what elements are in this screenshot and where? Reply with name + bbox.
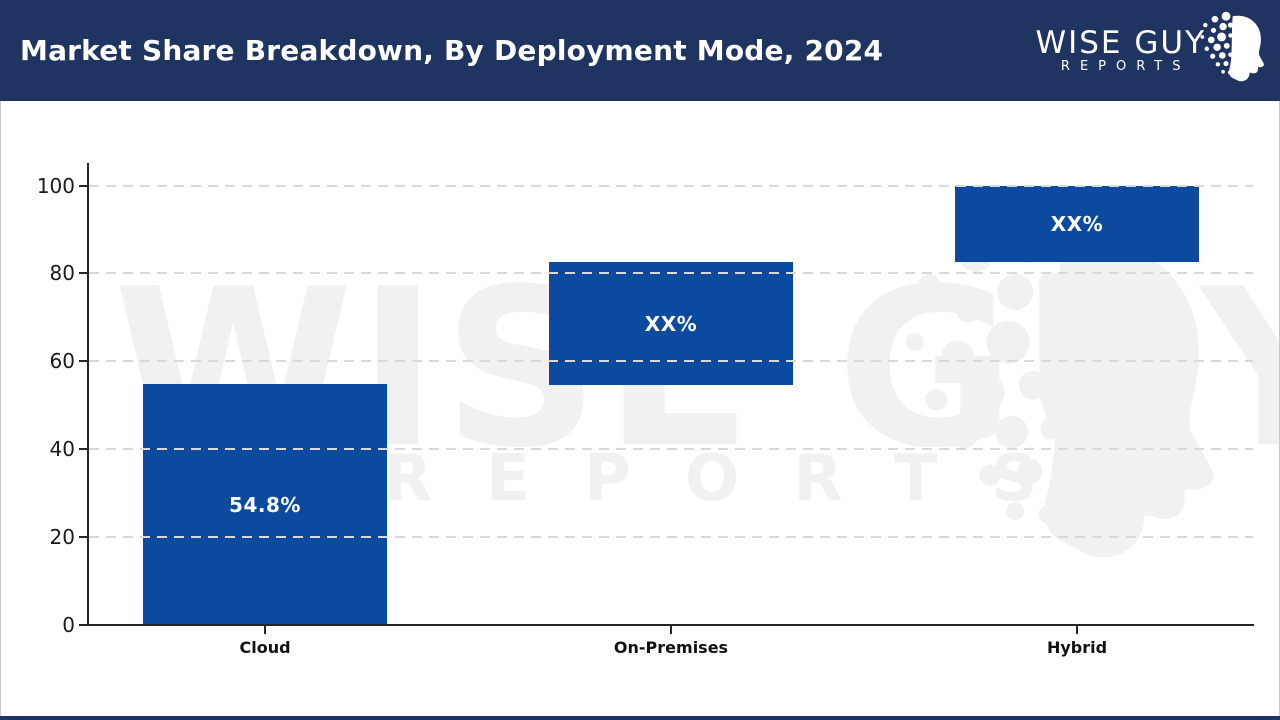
- y-tick-mark-80: [79, 272, 87, 274]
- x-category-label-hybrid: Hybrid: [1046, 638, 1108, 657]
- dotted-head-icon: [1200, 11, 1264, 81]
- logo-wordmark: WISE GUY: [1035, 25, 1206, 62]
- header: Market Share Breakdown, By Deployment Mo…: [0, 0, 1280, 101]
- bar-on-premises: XX%: [549, 262, 793, 385]
- y-tick-mark-40: [79, 448, 87, 450]
- y-tick-mark-100: [79, 185, 87, 187]
- y-tick-label-80: 80: [49, 261, 75, 285]
- gridline-40: [89, 448, 1253, 450]
- bar-value-label: XX%: [644, 311, 698, 336]
- bar-value-label: 54.8%: [229, 492, 301, 517]
- x-category-label-cloud: Cloud: [239, 638, 291, 657]
- gridline-80: [89, 272, 1253, 274]
- logo-subtitle: REPORTS: [1060, 58, 1191, 74]
- x-category-label-on-premises: On-Premises: [613, 638, 729, 657]
- y-tick-mark-20: [79, 536, 87, 538]
- bar-value-label: XX%: [1050, 212, 1104, 236]
- x-tick-mark-on-premises: [670, 626, 672, 634]
- watermark-subtitle: REPORTS: [383, 442, 1092, 516]
- y-tick-label-40: 40: [49, 437, 75, 461]
- y-tick-mark-60: [79, 360, 87, 362]
- y-tick-label-0: 0: [62, 613, 75, 637]
- chart-area: WISE GUY REPORTS 54.8%XX%XX%020406080100…: [0, 101, 1280, 716]
- x-tick-mark-hybrid: [1076, 626, 1078, 634]
- y-tick-mark-0: [79, 624, 87, 626]
- y-tick-label-60: 60: [49, 349, 75, 373]
- watermark-head-icon: [905, 220, 1214, 558]
- y-axis-line: [87, 163, 89, 626]
- gridline-100: [89, 185, 1253, 187]
- logo-text: WISE GUY REPORTS: [1035, 27, 1206, 74]
- gridline-20: [89, 536, 1253, 538]
- gridline-60: [89, 360, 1253, 362]
- y-tick-label-100: 100: [36, 174, 75, 198]
- footer-bar: [0, 716, 1280, 720]
- y-tick-label-20: 20: [49, 525, 75, 549]
- bar-cloud: 54.8%: [143, 384, 387, 625]
- bar-hybrid: XX%: [955, 186, 1199, 262]
- wise-guy-reports-logo: WISE GUY REPORTS: [1035, 8, 1280, 94]
- page-title: Market Share Breakdown, By Deployment Mo…: [20, 34, 884, 67]
- x-axis-line: [87, 624, 1254, 626]
- x-tick-mark-cloud: [264, 626, 266, 634]
